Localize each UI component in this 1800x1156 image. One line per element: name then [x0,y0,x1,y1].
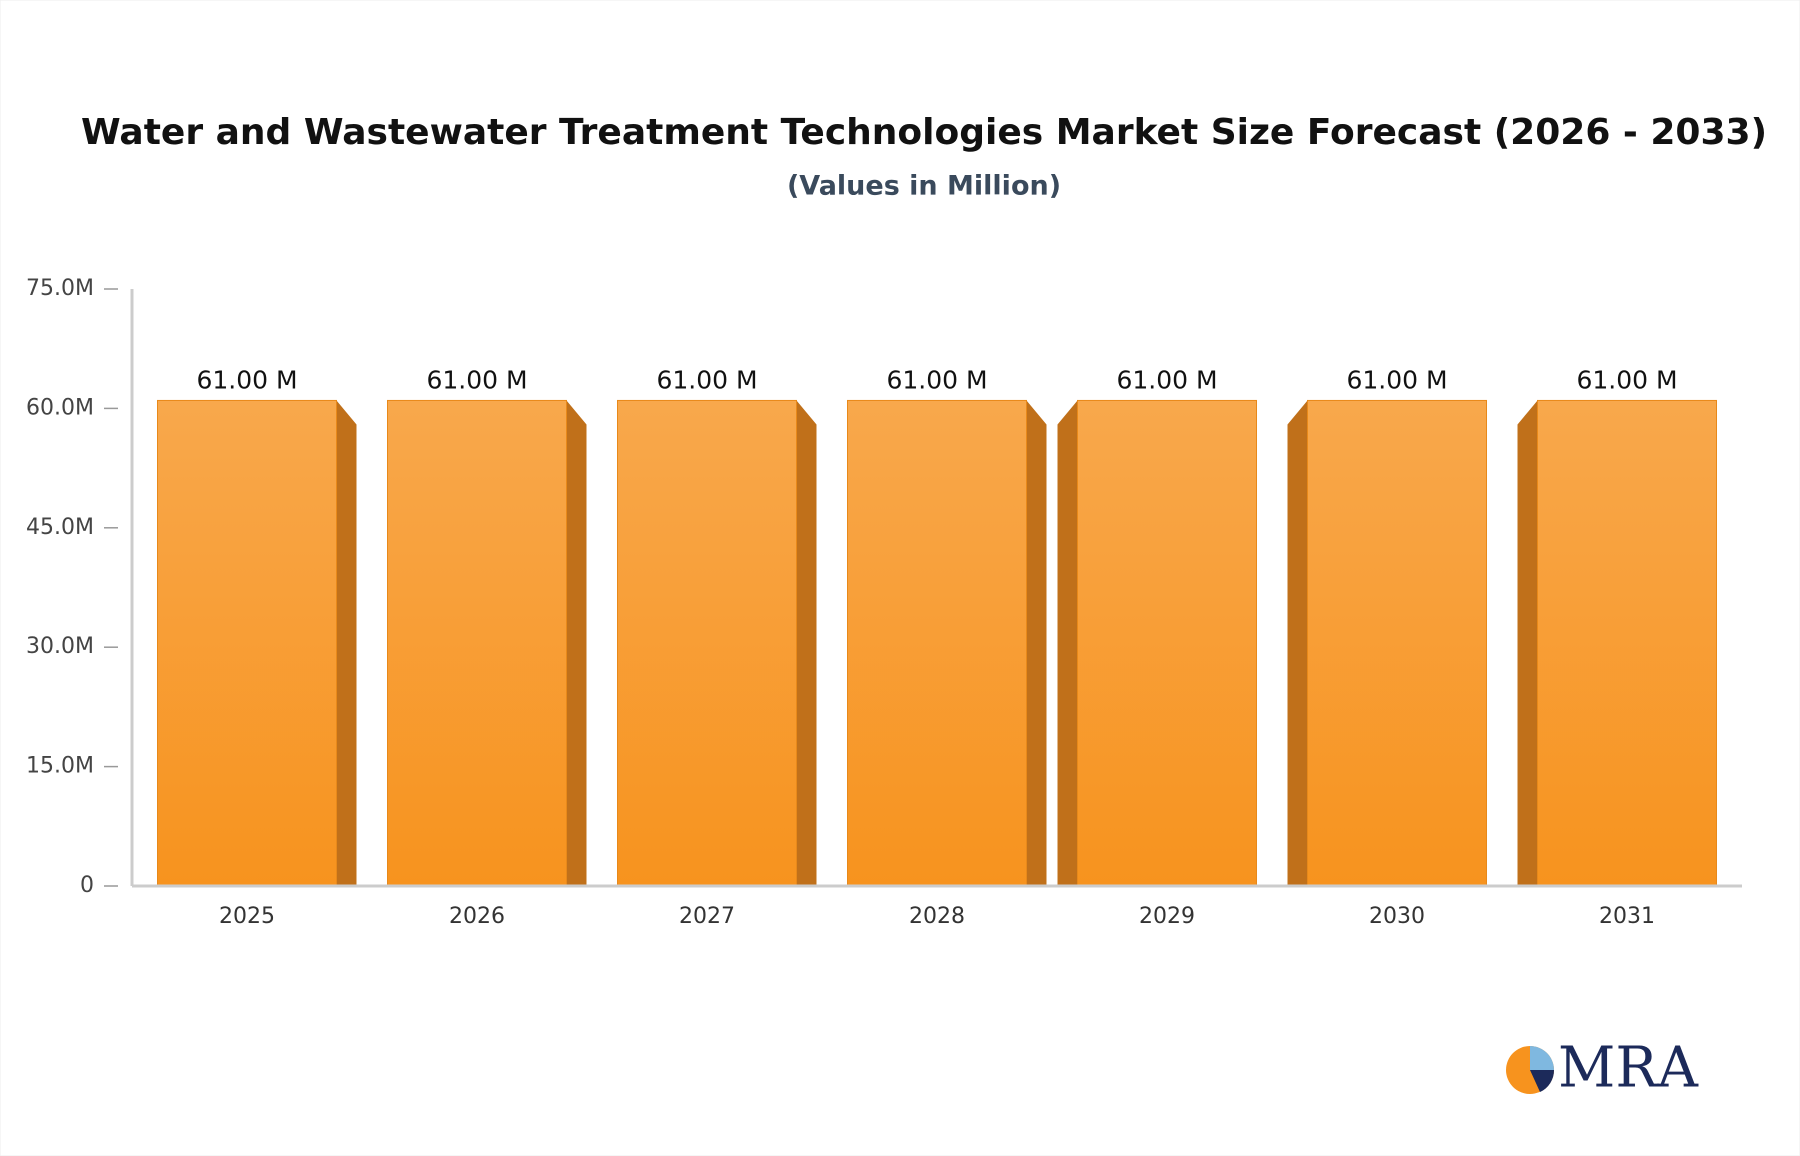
bar [387,399,567,887]
y-tick-label: 0 [80,873,94,898]
logo-icon-slice [1530,1046,1554,1070]
chart-subtitle: (Values in Million) [787,171,1061,202]
value-label: 61.00 M [1576,365,1677,394]
bar [1307,399,1487,887]
x-tick-label: 2027 [679,904,735,929]
x-tick-label: 2029 [1139,904,1195,929]
x-tick-label: 2028 [909,904,965,929]
bar [157,399,337,887]
bar-side [1517,400,1538,886]
y-tick-label: 45.0M [26,515,94,540]
bar [1537,399,1717,887]
y-tick-label: 60.0M [26,395,94,420]
x-tick-label: 2026 [449,904,505,929]
x-tick-label: 2025 [219,904,275,929]
bar-side [1057,400,1078,886]
bar-side [1287,400,1308,886]
value-label: 61.00 M [426,365,527,394]
x-tick-label: 2030 [1369,904,1425,929]
y-tick-label: 75.0M [26,276,94,301]
bar-side [1026,400,1047,886]
value-label: 61.00 M [1346,365,1447,394]
y-tick-label: 30.0M [26,634,94,659]
value-label: 61.00 M [1116,365,1217,394]
chart-title: Water and Wastewater Treatment Technolog… [81,112,1767,153]
bar [847,399,1027,887]
logo-icon-slice [1530,1070,1555,1092]
logo: MRA [1506,1036,1699,1101]
bar-side [566,400,587,886]
bar [1077,399,1257,887]
value-label: 61.00 M [886,365,987,394]
y-tick-label: 15.0M [26,754,94,779]
x-tick-label: 2031 [1599,904,1655,929]
value-label: 61.00 M [196,365,297,394]
bar [617,399,797,887]
logo-text: MRA [1558,1036,1699,1101]
bar-side [796,400,817,886]
bar-side [336,400,357,886]
value-label: 61.00 M [656,365,757,394]
